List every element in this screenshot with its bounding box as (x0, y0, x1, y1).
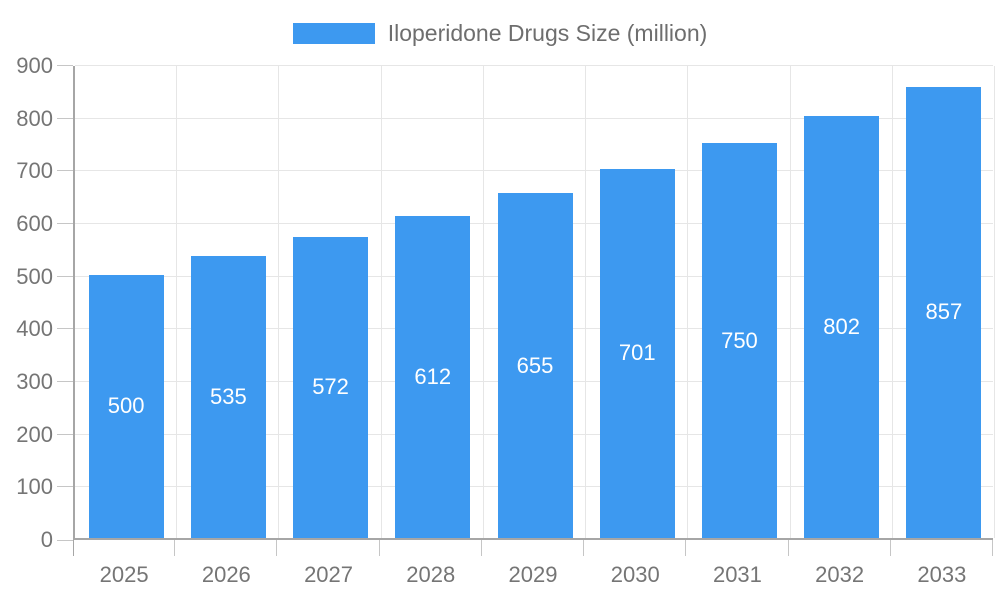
bar-2028[interactable]: 612 (395, 215, 471, 538)
x-axis-tick-label: 2027 (304, 562, 354, 587)
y-axis-tick-mark (57, 328, 73, 330)
y-axis-tick-mark (57, 170, 73, 172)
bar-value-label: 572 (312, 374, 349, 400)
bar-value-label: 857 (925, 299, 963, 325)
gridline-v (891, 66, 893, 538)
bar-value-label: 535 (209, 384, 247, 410)
bar-2033[interactable]: 857 (906, 86, 982, 538)
y-axis-tick-mark (57, 223, 73, 224)
x-axis-tick-mark (583, 540, 585, 556)
bar-2032[interactable]: 802 (804, 115, 880, 538)
gridline-v (380, 66, 382, 538)
gridline-v (482, 66, 484, 538)
bar-value-label: 612 (414, 363, 452, 389)
y-axis-tick-label: 500 (16, 263, 53, 289)
x-axis-tick-label: 2030 (610, 562, 660, 587)
y-axis-tick-mark (57, 275, 73, 277)
y-axis-tick-mark (57, 433, 73, 435)
bar-2025[interactable]: 500 (88, 274, 164, 538)
x-axis-tick-label: 2029 (508, 562, 558, 587)
y-axis-tick-mark (57, 381, 73, 382)
bar-2027[interactable]: 572 (293, 236, 369, 538)
bar-2026[interactable]: 535 (190, 256, 266, 538)
gridline-v (278, 66, 280, 538)
y-axis-tick-mark (57, 117, 73, 119)
x-axis-tick-mark (378, 540, 380, 556)
y-axis-tick-label: 400 (16, 316, 53, 342)
plot-area: 500 535 572 612 655 701 750 802 857 (73, 65, 995, 540)
x-axis-tick-mark (174, 540, 176, 556)
gridline-v (687, 66, 689, 538)
y-axis-tick-mark (57, 486, 73, 488)
bar-value-label: 802 (823, 313, 861, 339)
x-axis-tick-mark (685, 540, 687, 556)
x-axis-tick-label: 2028 (406, 562, 456, 587)
y-axis-tick-label: 0 (40, 527, 53, 552)
x-axis-tick-label: 2033 (917, 562, 967, 587)
gridline-h (75, 170, 993, 172)
gridline-v (789, 66, 791, 538)
gridline-h (75, 117, 993, 119)
y-axis-tick-label: 300 (16, 369, 53, 394)
legend-swatch (292, 22, 375, 44)
y-axis-tick-label: 800 (16, 105, 53, 131)
gridline-h (75, 65, 993, 66)
bar-2030[interactable]: 701 (599, 168, 675, 538)
x-axis-tick-mark (73, 540, 74, 556)
y-axis-tick-label: 100 (16, 474, 53, 500)
bar-2029[interactable]: 655 (497, 193, 573, 538)
bar-value-label: 500 (107, 393, 145, 419)
x-axis-tick-label: 2025 (99, 562, 149, 587)
y-axis-tick-mark (57, 65, 73, 66)
x-axis-tick-mark (992, 540, 993, 556)
x-axis-tick-label: 2032 (815, 562, 865, 587)
gridline-v (585, 66, 587, 538)
x-axis-tick-mark (276, 540, 278, 556)
gridline-v (176, 66, 178, 538)
x-axis-tick-mark (480, 540, 482, 556)
x-axis-tick-mark (889, 540, 891, 556)
bar-value-label: 750 (721, 327, 758, 353)
x-axis-tick-label: 2031 (712, 562, 762, 587)
x-axis-tick-label: 2026 (201, 562, 251, 587)
y-axis-tick-mark (57, 540, 73, 541)
y-axis-tick-label: 700 (16, 158, 53, 184)
legend: Iloperidone Drugs Size (million) (0, 20, 1000, 46)
y-axis-tick-label: 900 (16, 53, 53, 78)
gridline-v (994, 66, 995, 538)
bar-value-label: 655 (516, 352, 554, 378)
bar-2031[interactable]: 750 (701, 143, 777, 538)
y-axis-tick-label: 600 (16, 211, 53, 236)
bar-value-label: 701 (618, 340, 656, 366)
legend-label: Iloperidone Drugs Size (million) (387, 19, 708, 46)
x-axis-tick-mark (787, 540, 789, 556)
y-axis-tick-label: 200 (16, 421, 53, 447)
